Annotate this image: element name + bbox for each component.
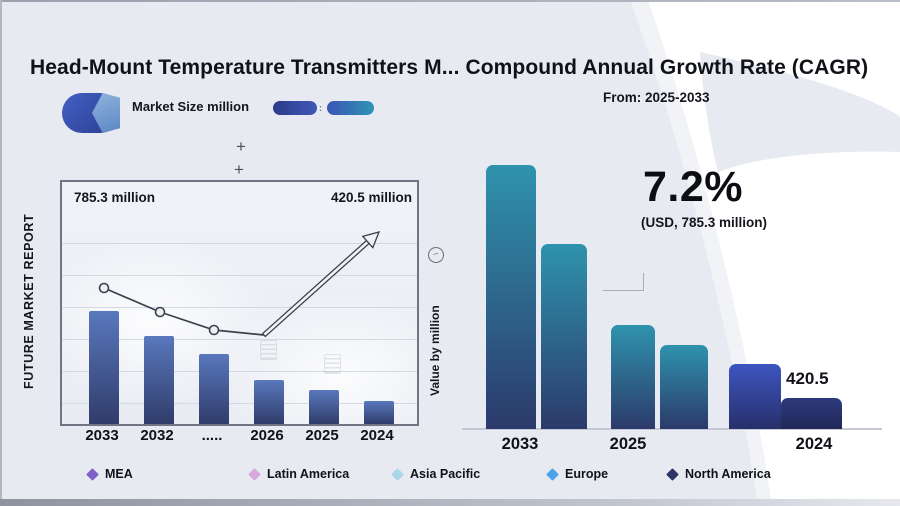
left-bar-..... [199,354,229,424]
left-bar-2033 [89,311,119,424]
plus-icon: + [236,137,246,156]
legend-label: Asia Pacific [410,467,481,481]
right-x-label-2033: 2033 [501,435,539,453]
left-bars-layer [62,182,417,424]
page-title: Head-Mount Temperature Transmitters M...… [30,56,869,79]
circled-minus-icon: − [426,245,446,265]
y-axis-label: Value by million [428,305,442,397]
left-chart-panel: 785.3 million 420.5 million [60,180,419,426]
end-value-label: 420.5 million [330,190,412,205]
right-x-label-2024: 2024 [795,435,833,453]
legend-diamond-icon [546,467,559,481]
line-marker [98,282,110,294]
right-bar-4 [729,364,781,429]
line-marker [208,324,220,336]
start-value-label: 785.3 million [74,190,156,205]
market-size-label: Market Size million [132,99,250,114]
right-chart-baseline [462,428,882,430]
left-x-label-.....: ..... [201,427,223,444]
ratio-pill-right [327,101,374,115]
left-bar-2024 [364,401,394,424]
legend-item-latin-america: Latin America [248,467,350,481]
left-x-label-2033: 2033 [85,427,119,444]
frame-top-border [0,0,900,2]
right-bar-2 [611,325,655,429]
legend: MEA Latin America Asia Pacific Europe North … [0,467,900,487]
plus-icon: + [234,160,244,179]
legend-item-europe: Europe [546,467,609,481]
left-x-label-2024: 2024 [360,427,394,444]
value-callout: 420.5 [786,369,829,388]
legend-diamond-icon [86,467,99,481]
left-x-label-2032: 2032 [140,427,174,444]
left-x-label-2026: 2026 [250,427,284,444]
legend-label: Europe [565,467,609,481]
legend-item-north-america: North America [666,467,771,481]
cagr-value: 7.2% [643,163,744,211]
arrow-shaft [261,239,371,338]
right-bar-3 [660,345,708,429]
watermark-label: FUTURE MARKET REPORT [22,213,36,389]
legend-label: Latin America [267,467,350,481]
left-bar-2032 [144,336,174,424]
document-icon [324,354,341,374]
right-bar-0 [486,165,536,429]
right-x-label-2025: 2025 [609,435,647,453]
legend-label: MEA [105,467,133,481]
left-bar-2025 [309,390,339,424]
market-size-cylinder-icon [62,90,126,136]
right-bar-5 [781,398,842,429]
legend-item-asia-pacific: Asia Pacific [391,467,481,481]
left-bar-2026 [254,380,284,424]
legend-diamond-icon [666,467,679,481]
left-x-label-2025: 2025 [305,427,339,444]
legend-diamond-icon [248,467,261,481]
frame-left-border [0,0,2,506]
line-marker [154,306,166,318]
ratio-pill-left [273,101,317,115]
legend-diamond-icon [391,467,404,481]
date-range-label: From: 2025-2033 [603,90,710,105]
frame-bottom-strip [0,499,900,506]
right-bar-1 [541,244,587,429]
gridlines [62,212,417,412]
arrow-head-icon [361,231,381,249]
legend-item-mea: MEA [86,467,133,481]
left-x-axis: 2033 2032..... 2026 2025 2024 [60,427,415,447]
cagr-caption: (USD, 785.3 million) [641,215,768,230]
ratio-separator: : [319,103,322,113]
trend-line-overlay [98,231,381,338]
document-icon [260,340,277,360]
leader-line [603,273,644,291]
legend-label: North America [685,467,771,481]
